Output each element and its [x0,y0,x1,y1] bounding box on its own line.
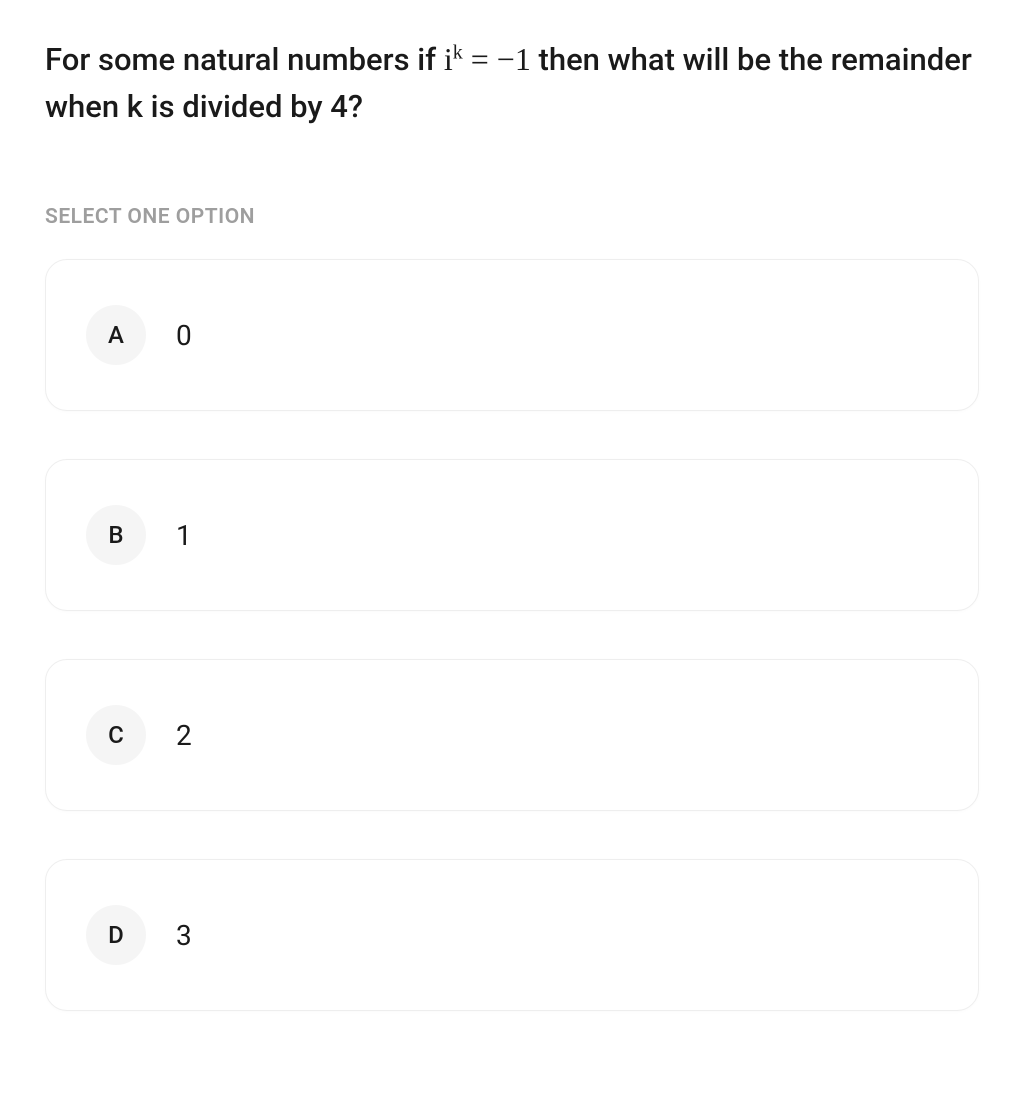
option-text: 2 [176,719,192,752]
option-text: 0 [176,319,192,352]
option-c[interactable]: C 2 [45,659,979,811]
question-math: ik = −1 [444,41,531,77]
option-a[interactable]: A 0 [45,259,979,411]
question-part1: For some natural numbers if [45,41,444,78]
question-text: For some natural numbers if ik = −1 then… [45,35,979,130]
option-b[interactable]: B 1 [45,459,979,611]
option-text: 1 [176,519,192,552]
option-letter: A [86,305,146,365]
instruction-label: SELECT ONE OPTION [45,205,979,229]
option-letter: C [86,705,146,765]
option-text: 3 [176,919,192,952]
option-letter: B [86,505,146,565]
options-container: A 0 B 1 C 2 D 3 [45,259,979,1011]
option-d[interactable]: D 3 [45,859,979,1011]
option-letter: D [86,905,146,965]
